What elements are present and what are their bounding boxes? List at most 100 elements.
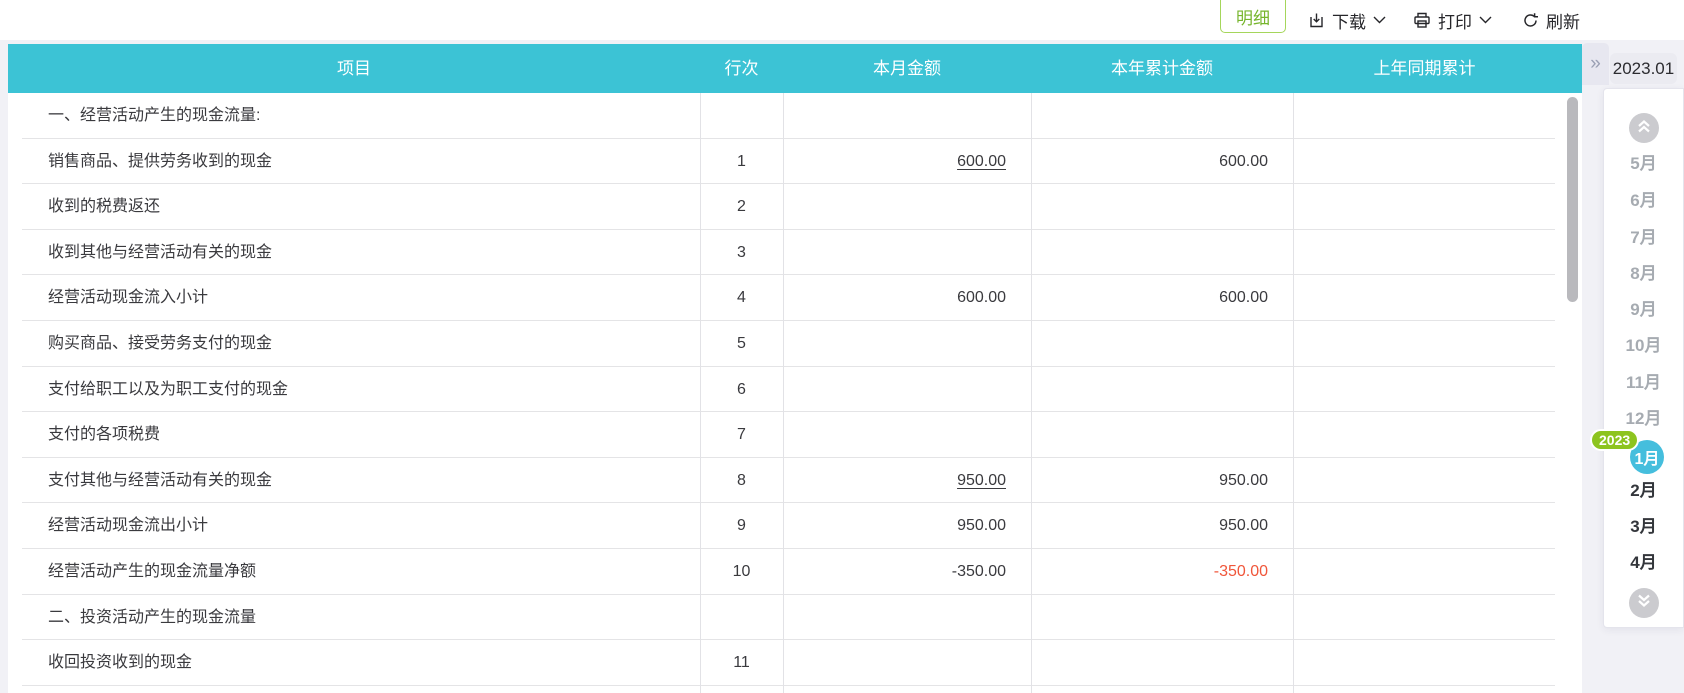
row-divider [22,547,1555,549]
cell-line-no [700,595,783,641]
cell-current-month-amount[interactable]: 600.00 [957,152,1006,170]
cell-line-no: 8 [737,471,746,489]
row-divider [22,456,1555,458]
cell-current-month-amount[interactable]: 950.00 [957,471,1006,489]
row-divider [22,183,1555,185]
cell-current-month-amount [783,184,1031,230]
table-row: 收回投资收到的现金 11 [8,640,1582,686]
row-divider [22,274,1555,276]
cell-item-name: 二、投资活动产生的现金流量 [48,608,257,626]
month-item[interactable]: 4月 [1630,553,1657,572]
cell-line-no: 2 [737,198,746,216]
row-divider [22,593,1555,595]
cell-current-month-amount: 950.00 [957,517,1006,535]
refresh-button[interactable]: 刷新 [1522,0,1580,40]
table-row: 二、投资活动产生的现金流量 [8,595,1582,641]
cell-line-no: 10 [732,562,751,580]
scroll-months-down-button[interactable] [1629,588,1659,618]
month-item[interactable]: 7月 [1630,228,1657,247]
table-row: 一、经营活动产生的现金流量: [8,93,1582,139]
cell-line-no [700,93,783,139]
double-chevron-up-icon [1635,118,1653,139]
cell-ytd-amount [1031,321,1293,367]
row-divider [22,411,1555,413]
cell-prior-period-amount [1293,367,1556,413]
cell-item-name: 支付给职工以及为职工支付的现金 [48,380,289,398]
cell-prior-period-amount [1293,595,1556,641]
cell-current-month-amount: 600.00 [957,289,1006,307]
cell-current-month-amount [783,595,1031,641]
column-divider [700,93,701,693]
cell-item-name: 支付其他与经营活动有关的现金 [48,471,273,489]
cell-current-month-amount [783,230,1031,276]
cell-item-name: 一、经营活动产生的现金流量: [48,107,261,124]
download-button-label: 下载 [1332,12,1366,32]
cell-line-no: 3 [737,243,746,261]
month-item[interactable]: 10月 [1625,336,1662,355]
print-button[interactable]: 打印 [1413,0,1492,40]
cell-prior-period-amount [1293,184,1556,230]
month-item[interactable]: 6月 [1630,191,1657,210]
month-item[interactable]: 8月 [1630,264,1657,283]
row-divider [22,365,1555,367]
month-item[interactable]: 11月 [1626,373,1661,392]
cell-prior-period-amount [1293,275,1556,321]
toolbar: 明细 下载 打印 [0,0,1684,40]
cell-current-month-amount: -350.00 [951,562,1006,580]
cell-ytd-amount [1031,93,1293,139]
table-row: 购买商品、接受劳务支付的现金 5 [8,321,1582,367]
month-item[interactable]: 2月 [1630,481,1657,500]
cell-ytd-amount [1031,367,1293,413]
cell-current-month-amount [783,321,1031,367]
refresh-icon [1522,12,1539,29]
table-row: 支付其他与经营活动有关的现金 8 950.00 950.00 [8,458,1582,504]
chevron-down-icon [1479,16,1492,24]
row-divider [22,639,1555,641]
column-header-prior-period: 上年同期累计 [1373,59,1476,78]
cell-item-name: 收回投资收到的现金 [48,654,193,672]
cell-ytd-amount: 600.00 [1219,152,1268,170]
cell-item-name: 支付的各项税费 [48,426,161,444]
printer-icon [1413,12,1431,29]
cell-item-name: 收到的税费返还 [48,198,161,216]
row-divider [22,137,1555,139]
cell-prior-period-amount [1293,640,1556,686]
column-header-current-month: 本月金额 [873,59,941,78]
cell-line-no: 11 [733,654,750,672]
collapse-panel-button[interactable]: » [1582,43,1609,85]
cell-ytd-amount: 950.00 [1219,471,1268,489]
cell-current-month-amount [783,640,1031,686]
row-divider [22,684,1555,686]
refresh-button-label: 刷新 [1546,12,1580,32]
cell-prior-period-amount [1293,93,1556,139]
column-header-item: 项目 [337,59,371,78]
download-icon [1308,12,1325,29]
table-row: 支付的各项税费 7 [8,412,1582,458]
vertical-scrollbar[interactable] [1567,97,1578,302]
cell-current-month-amount [783,367,1031,413]
chevron-down-icon [1373,16,1386,24]
row-divider [22,319,1555,321]
cell-ytd-amount: 600.00 [1219,289,1268,307]
table-row: 收到的税费返还 2 [8,184,1582,230]
column-header-ytd: 本年累计金额 [1111,59,1213,78]
cell-line-no: 4 [737,289,746,307]
month-item[interactable]: 9月 [1630,300,1657,319]
table-row: 收到其他与经营活动有关的现金 3 [8,230,1582,276]
month-item[interactable]: 12月 [1625,409,1662,428]
year-badge: 2023 [1590,429,1640,451]
cell-item-name: 收到其他与经营活动有关的现金 [48,243,273,261]
month-selector-panel: 5月 6月 7月 8月 9月 10月 11月 12月 2023 1月 2月 3月 4月 [1590,88,1684,628]
month-item[interactable]: 5月 [1630,154,1657,173]
scroll-months-up-button[interactable] [1629,113,1659,143]
table-row: 支付给职工以及为职工支付的现金 6 [8,367,1582,413]
cell-prior-period-amount [1293,458,1556,504]
month-item[interactable]: 3月 [1630,517,1657,536]
cell-ytd-amount [1031,640,1293,686]
download-button[interactable]: 下载 [1308,0,1386,40]
table-row: 经营活动现金流出小计 9 950.00 950.00 [8,503,1582,549]
detail-button[interactable]: 明细 [1220,0,1286,33]
cell-line-no: 5 [737,334,746,352]
table-body: 一、经营活动产生的现金流量: 销售商品、提供劳务收到的现金 1 600.00 600.0… [8,93,1582,686]
